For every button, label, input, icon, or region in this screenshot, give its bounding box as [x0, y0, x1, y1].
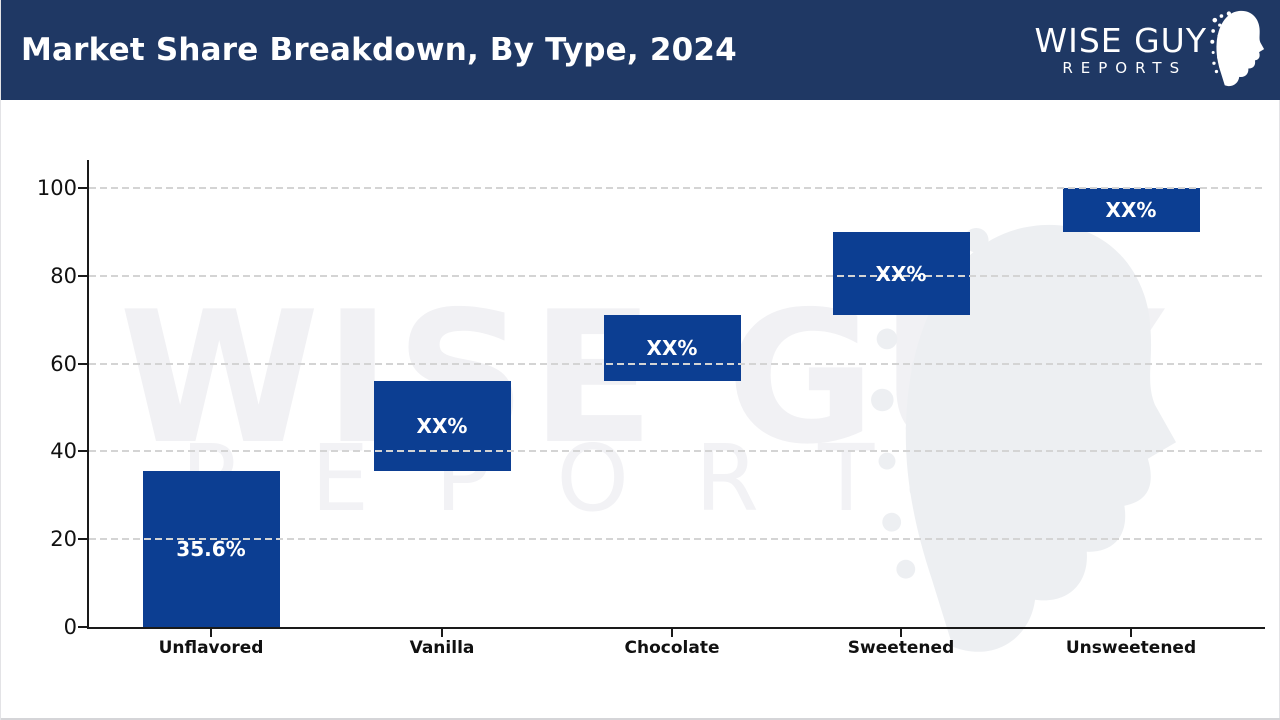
x-category-label: Chocolate	[624, 638, 720, 658]
y-tick	[78, 450, 87, 453]
x-category-label: Sweetened	[847, 638, 955, 658]
y-tick-label: 80	[50, 263, 77, 288]
bar-sweetened	[832, 231, 970, 316]
y-tick	[78, 362, 87, 365]
x-category-label: Unflavored	[158, 638, 264, 658]
gridline-20	[89, 538, 1265, 541]
y-tick	[78, 538, 87, 541]
page-title: Market Share Breakdown, By Type, 2024	[21, 32, 737, 68]
x-axis-line	[87, 627, 1265, 629]
bar-value-label: XX%	[416, 413, 468, 438]
x-tick	[210, 629, 212, 637]
x-tick	[441, 629, 443, 637]
watermark-text-2: REPORTS	[181, 425, 1065, 532]
bar-unsweetened	[1062, 188, 1200, 232]
y-tick-label: 20	[50, 527, 77, 552]
x-tick	[900, 629, 902, 637]
y-tick-label: 60	[50, 351, 77, 376]
brand-name: WISE GUY	[1034, 21, 1207, 60]
bar-value-label: 35.6%	[176, 536, 246, 561]
y-tick-label: 100	[36, 176, 77, 200]
gridline-100	[89, 187, 1265, 189]
x-category-label: Unsweetened	[1065, 638, 1197, 658]
x-tick	[671, 629, 673, 637]
x-category-label: Vanilla	[409, 638, 475, 658]
gridline-40	[89, 450, 1265, 453]
bar-vanilla	[373, 381, 511, 471]
gridline-60	[89, 362, 1265, 365]
brand-subname: REPORTS	[1062, 59, 1188, 77]
y-tick	[78, 626, 87, 628]
bottom-divider	[1, 718, 1280, 720]
y-tick	[78, 187, 87, 189]
bar-unflavored	[142, 470, 280, 627]
y-tick-label: 40	[50, 439, 77, 464]
gridline-80	[89, 274, 1265, 277]
brand-logo: WISE GUY REPORTS	[1034, 7, 1267, 93]
bar-value-label: XX%	[1105, 197, 1157, 222]
x-tick	[1130, 629, 1132, 637]
header-bar: Market Share Breakdown, By Type, 2024 WI…	[1, 0, 1280, 100]
y-tick	[78, 274, 87, 277]
brand-logo-text: WISE GUY REPORTS	[1034, 21, 1207, 78]
y-tick-label: 0	[63, 615, 77, 639]
bar-chocolate	[603, 315, 741, 382]
bar-value-label: XX%	[646, 336, 698, 361]
y-axis-line	[87, 160, 89, 629]
bar-value-label: XX%	[875, 261, 927, 286]
